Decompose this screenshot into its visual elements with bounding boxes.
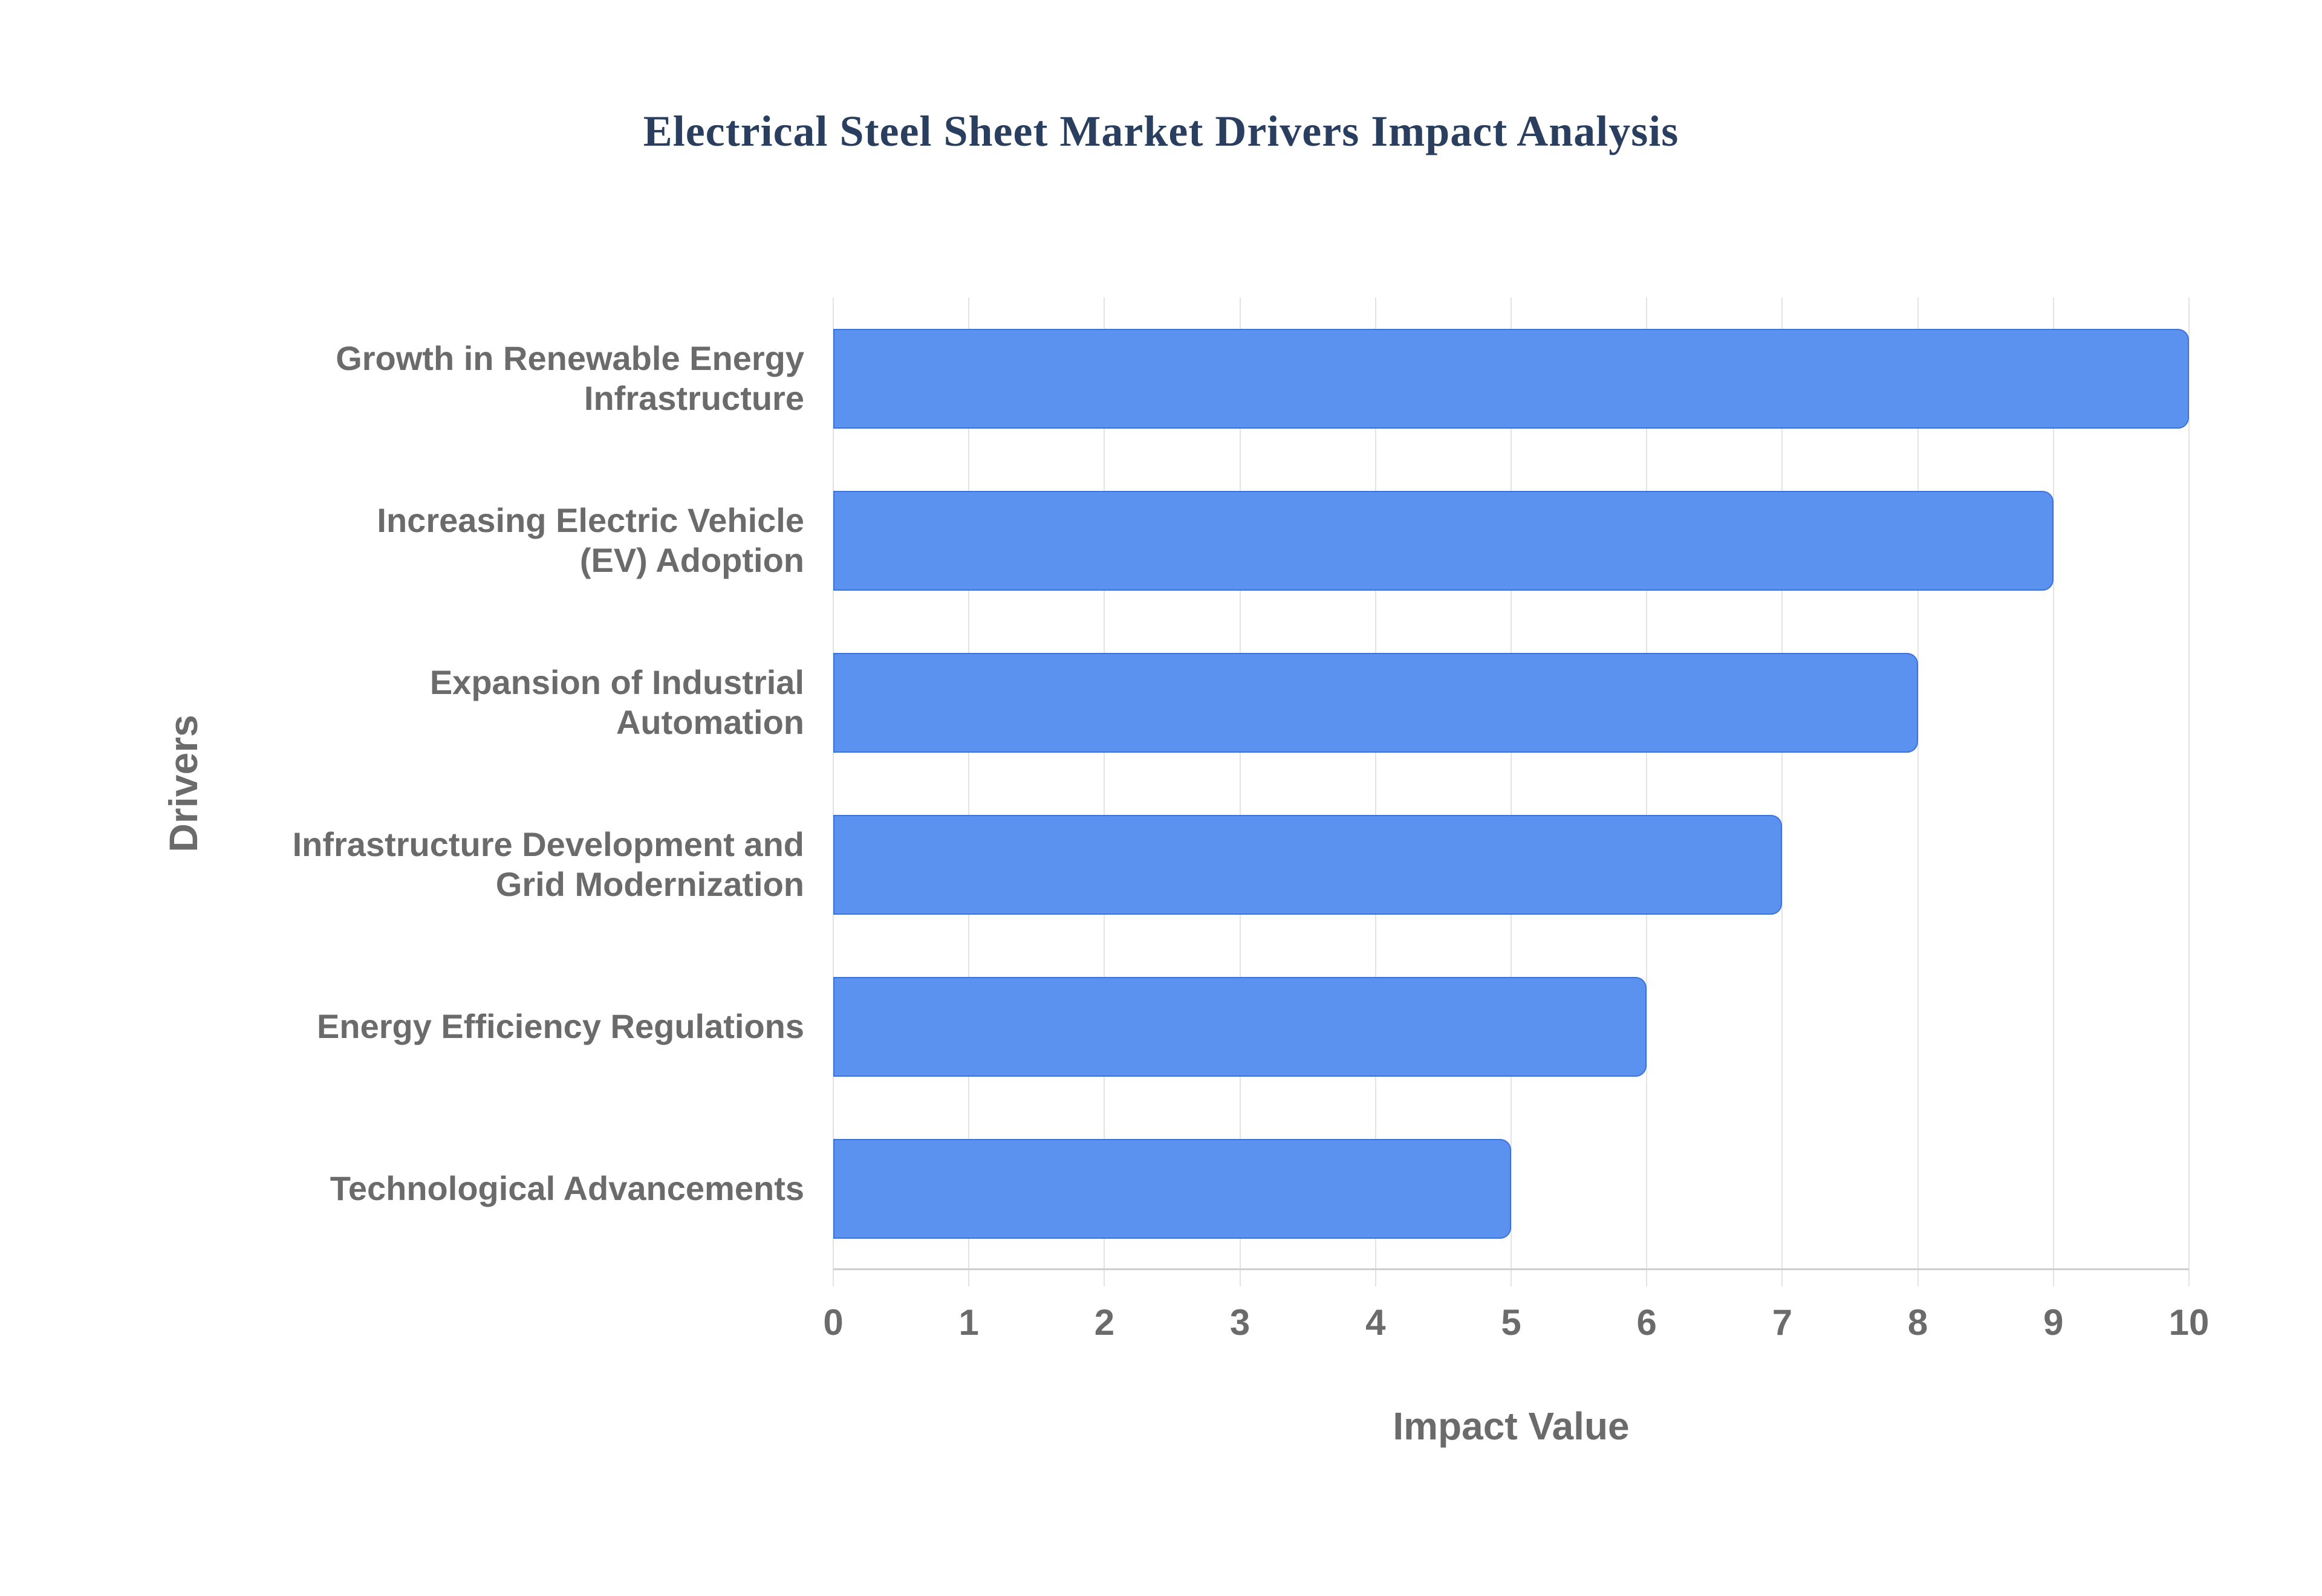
x-tick-label: 4 bbox=[1365, 1302, 1386, 1343]
category-label-line: Increasing Electric Vehicle bbox=[377, 501, 804, 539]
category-label: Energy Efficiency Regulations bbox=[200, 946, 804, 1108]
category-label-line: Infrastructure bbox=[584, 379, 804, 417]
category-label: Technological Advancements bbox=[200, 1108, 804, 1270]
bar[interactable] bbox=[833, 652, 1918, 753]
x-tick-label: 10 bbox=[2168, 1302, 2210, 1343]
plot-area bbox=[833, 297, 2190, 1286]
bar[interactable] bbox=[833, 490, 2054, 591]
gridline bbox=[1511, 297, 1512, 1286]
category-label: Expansion of Industrial Automation bbox=[200, 621, 804, 783]
x-tick-label: 6 bbox=[1636, 1302, 1657, 1343]
x-tick-label: 3 bbox=[1229, 1302, 1250, 1343]
x-tick-label: 5 bbox=[1501, 1302, 1521, 1343]
gridline bbox=[1239, 297, 1241, 1286]
bar[interactable] bbox=[833, 328, 2189, 429]
gridline bbox=[1374, 297, 1376, 1286]
category-label-line: Grid Modernization bbox=[495, 865, 804, 903]
x-tick-label: 0 bbox=[823, 1302, 844, 1343]
x-tick-label: 2 bbox=[1094, 1302, 1115, 1343]
gridline bbox=[2052, 297, 2054, 1286]
gridline bbox=[1917, 297, 1919, 1286]
chart-title: Electrical Steel Sheet Market Drivers Im… bbox=[643, 107, 1679, 155]
gridline bbox=[1104, 297, 1105, 1286]
gridline bbox=[833, 297, 834, 1286]
category-label: Infrastructure Development and Grid Moder… bbox=[200, 783, 804, 946]
category-label-line: Expansion of Industrial bbox=[429, 663, 804, 701]
category-label-line: Technological Advancements bbox=[330, 1169, 804, 1207]
bar[interactable] bbox=[833, 976, 1647, 1077]
bar[interactable] bbox=[833, 814, 1783, 915]
gridline bbox=[1781, 297, 1783, 1286]
category-label-line: Automation bbox=[616, 703, 804, 741]
category-label-line: Infrastructure Development and bbox=[292, 825, 804, 863]
category-label-line: (EV) Adoption bbox=[579, 541, 804, 579]
x-tick-label: 7 bbox=[1772, 1302, 1793, 1343]
x-tick-label: 8 bbox=[1907, 1302, 1928, 1343]
gridline bbox=[2188, 297, 2190, 1286]
bar[interactable] bbox=[833, 1138, 1511, 1239]
x-tick-label: 9 bbox=[2043, 1302, 2064, 1343]
x-tick-label: 1 bbox=[958, 1302, 979, 1343]
category-label-line: Energy Efficiency Regulations bbox=[317, 1007, 804, 1045]
gridline bbox=[1646, 297, 1648, 1286]
x-axis-title: Impact Value bbox=[1393, 1404, 1630, 1448]
category-label: Growth in Renewable Energy Infrastructure bbox=[200, 297, 804, 459]
category-label-line: Growth in Renewable Energy bbox=[336, 339, 804, 377]
gridline bbox=[968, 297, 970, 1286]
category-label: Increasing Electric Vehicle (EV) Adoption bbox=[200, 459, 804, 621]
x-axis-line bbox=[833, 1268, 2189, 1270]
